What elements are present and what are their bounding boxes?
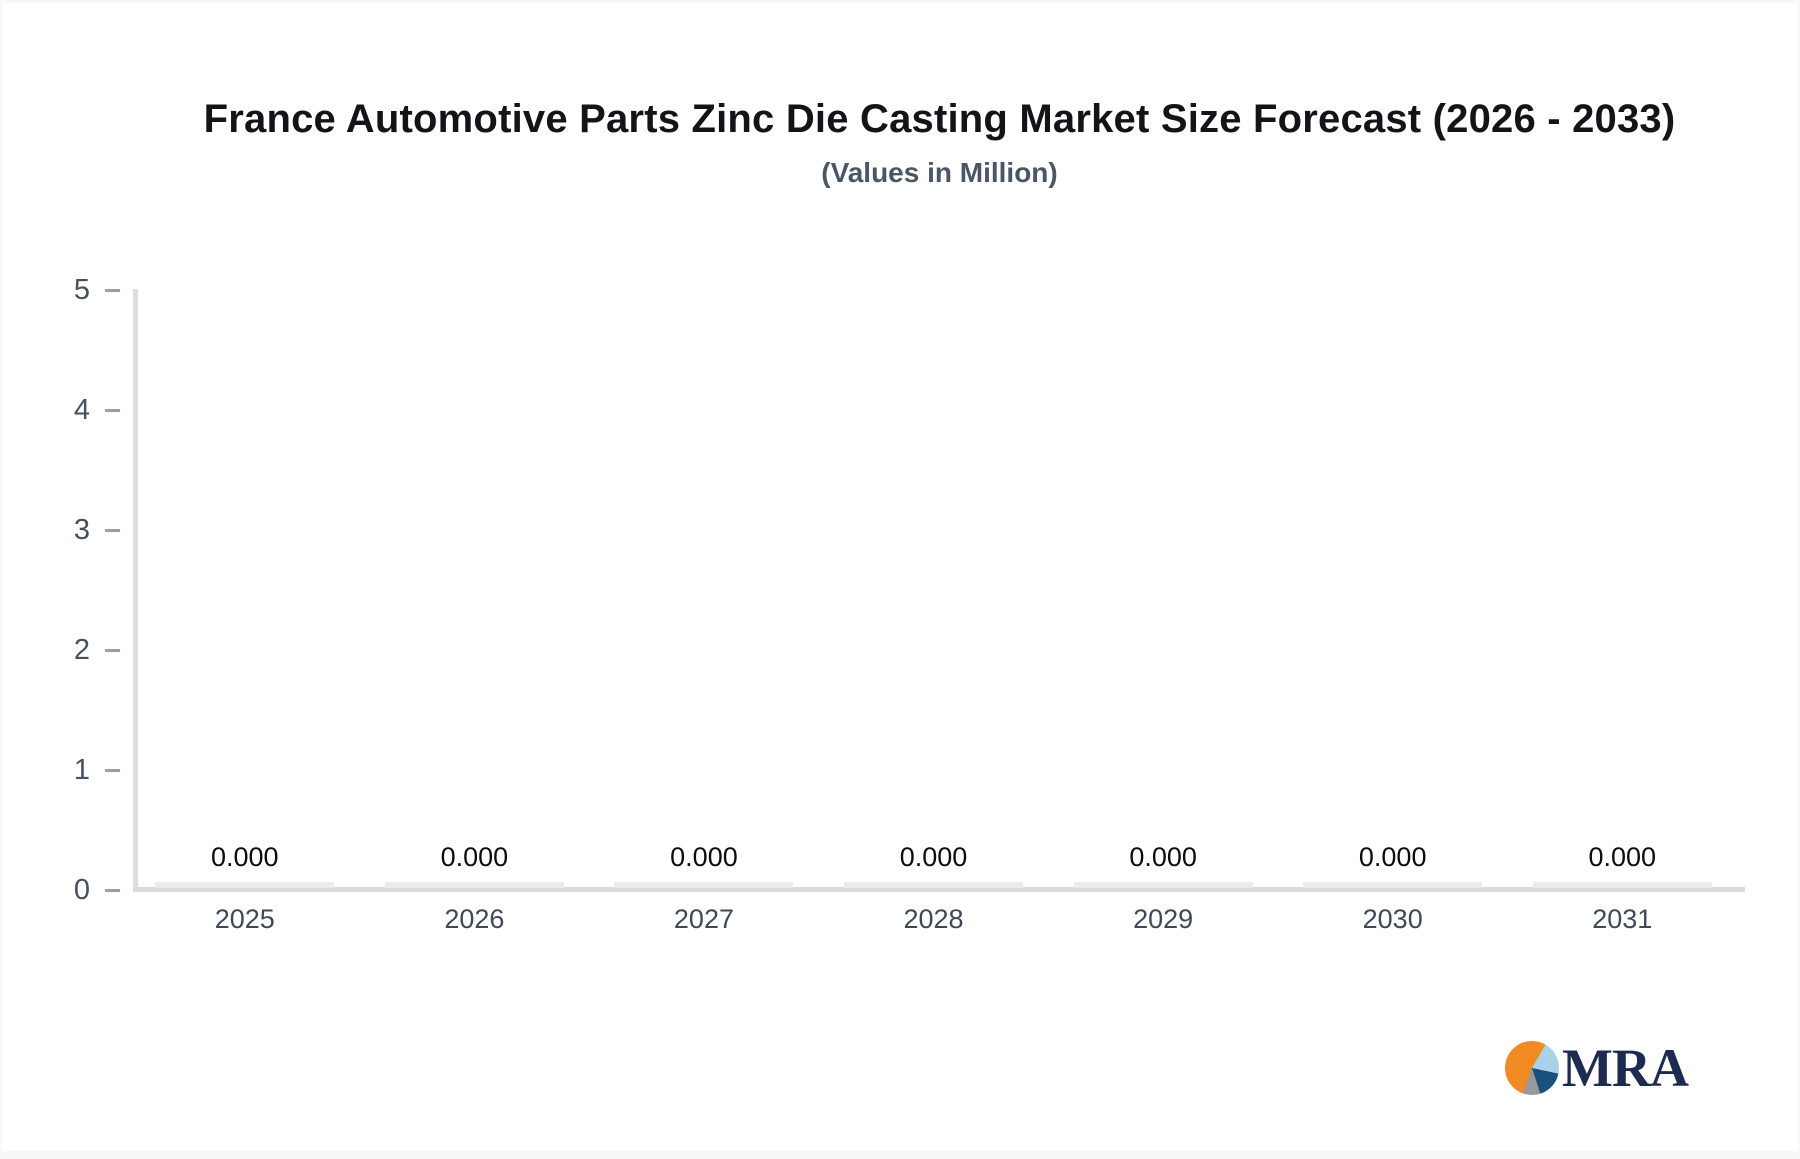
- logo-text: MRA: [1562, 1041, 1688, 1095]
- bar-value-label: 0.000: [130, 842, 360, 873]
- mra-logo: MRA: [1505, 1041, 1688, 1095]
- bar: [844, 882, 1023, 888]
- bar-slot: 0.000: [589, 290, 819, 888]
- x-tick-label: 2026: [360, 904, 590, 935]
- x-tick-label: 2031: [1507, 904, 1737, 935]
- y-tick: [105, 409, 120, 412]
- x-tick-label: 2025: [130, 904, 360, 935]
- y-tick: [105, 889, 120, 892]
- bar-value-label: 0.000: [819, 842, 1049, 873]
- x-tick-label: 2028: [819, 904, 1049, 935]
- y-tick-label: 5: [30, 274, 90, 306]
- bar: [385, 882, 564, 888]
- bar-value-label: 0.000: [1278, 842, 1508, 873]
- x-tick-label: 2029: [1048, 904, 1278, 935]
- bar: [1533, 882, 1712, 888]
- bar-slot: 0.000: [1048, 290, 1278, 888]
- x-tick-label: 2027: [589, 904, 819, 935]
- y-tick: [105, 649, 120, 652]
- bar-slot: 0.000: [130, 290, 360, 888]
- y-tick-label: 0: [30, 874, 90, 906]
- y-tick-label: 2: [30, 634, 90, 666]
- bar-value-label: 0.000: [1048, 842, 1278, 873]
- y-tick-label: 3: [30, 514, 90, 546]
- bar: [614, 882, 793, 888]
- bar-slot: 0.000: [1507, 290, 1737, 888]
- bar: [155, 882, 334, 888]
- y-tick-label: 4: [30, 394, 90, 426]
- x-tick-label: 2030: [1278, 904, 1508, 935]
- bar-slot: 0.000: [1278, 290, 1508, 888]
- bar-slot: 0.000: [819, 290, 1049, 888]
- y-tick: [105, 529, 120, 532]
- bar: [1303, 882, 1482, 888]
- chart-card: France Automotive Parts Zinc Die Casting…: [2, 3, 1798, 1151]
- y-tick: [105, 289, 120, 292]
- bar-value-label: 0.000: [360, 842, 590, 873]
- bar-slot: 0.000: [360, 290, 590, 888]
- bar-value-label: 0.000: [589, 842, 819, 873]
- y-tick: [105, 769, 120, 772]
- y-tick-label: 1: [30, 754, 90, 786]
- bar-value-label: 0.000: [1507, 842, 1737, 873]
- bar: [1074, 882, 1253, 888]
- pie-chart-icon: [1505, 1041, 1559, 1095]
